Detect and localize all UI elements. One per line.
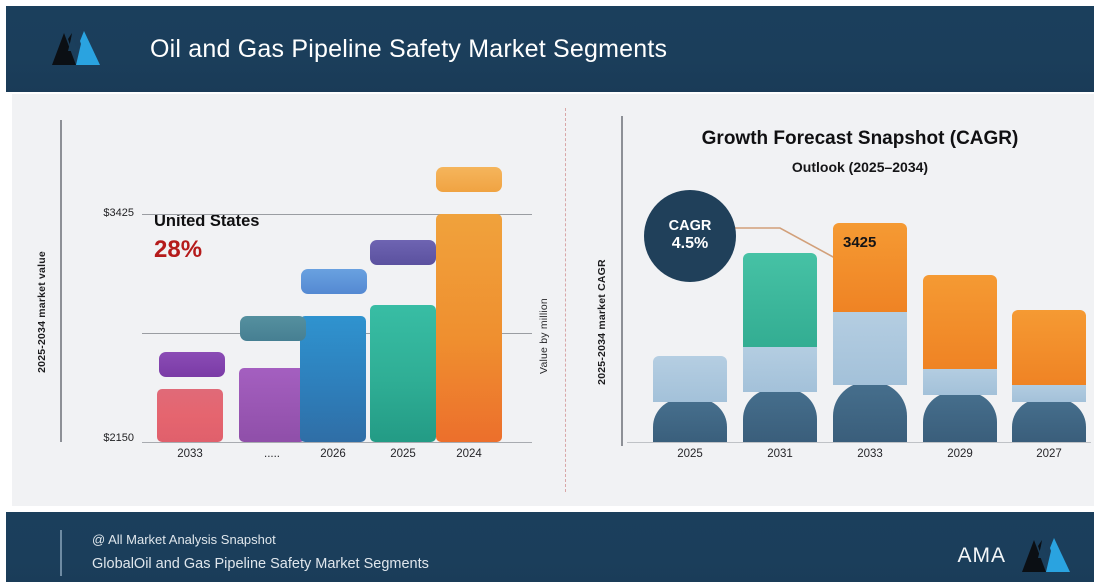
seg-2033-top	[833, 223, 907, 312]
seg-2031-mid	[743, 344, 817, 392]
x-tick-left-4: 2024	[456, 448, 482, 460]
page-title: Oil and Gas Pipeline Safety Market Segme…	[150, 34, 668, 63]
right-chart-title: Growth Forecast Snapshot (CAGR)	[701, 128, 1019, 149]
footer-title-line: GlobalOil and Gas Pipeline Safety Market…	[92, 556, 429, 572]
seg-2027-mid	[1012, 382, 1086, 402]
x-tick-right-3: 2029	[947, 448, 973, 460]
seg-2025-mid	[653, 356, 727, 402]
seg-2025-base	[653, 399, 727, 442]
charts-canvas: 2025-2034 market value Value by million …	[12, 94, 1094, 506]
right-y-axis-label: 2025-2034 market CAGR	[596, 259, 608, 385]
region-label: United States	[154, 212, 260, 230]
seg-2029-base	[923, 392, 997, 442]
ama-mountain-logo-icon	[52, 31, 100, 65]
x-tick-left-3: 2025	[390, 448, 416, 460]
cagr-badge-label: CAGR	[668, 218, 712, 235]
right-chart-panel: 2025-2034 market CAGR Growth Forecast Sn…	[565, 94, 1094, 506]
x-tick-left-0: 2033	[177, 448, 203, 460]
right-chart-subtitle: Outlook (2025–2034)	[791, 159, 929, 175]
gridline-upper	[142, 214, 532, 215]
x-tick-right-0: 2025	[677, 448, 703, 460]
left-baseline	[142, 442, 532, 444]
x-tick-right-1: 2031	[767, 448, 793, 460]
region-percent: 28%	[154, 236, 203, 263]
bar-dots	[239, 368, 305, 442]
left-y-axis-line	[60, 120, 62, 442]
callout-value-3425: 3425	[843, 234, 877, 251]
left-y-axis-label: 2025-2034 market value	[36, 251, 48, 373]
ama-mountain-logo-icon	[1022, 538, 1070, 572]
cagr-badge: CAGR 4.5%	[644, 190, 736, 282]
seg-2029-mid	[923, 366, 997, 395]
left-chart-panel: 2025-2034 market value Value by million …	[12, 94, 565, 506]
left-value-axis-label: Value by million	[538, 298, 550, 374]
y-tick-lower: $2150	[103, 432, 134, 444]
footer-divider	[60, 530, 62, 576]
cap-marker-2026	[301, 269, 367, 294]
seg-2031-top	[743, 253, 817, 347]
cap-marker-2033	[159, 352, 225, 377]
page-header: Oil and Gas Pipeline Safety Market Segme…	[6, 6, 1094, 92]
cap-marker-2025	[370, 240, 436, 265]
cagr-badge-value: 4.5%	[671, 235, 709, 253]
seg-2033-mid	[833, 309, 907, 385]
x-tick-right-2: 2033	[857, 448, 883, 460]
right-y-axis-line	[621, 116, 623, 446]
x-tick-left-1: .....	[264, 448, 280, 460]
cap-marker-2024	[436, 167, 502, 192]
x-tick-right-4: 2027	[1036, 448, 1062, 460]
y-tick-upper: $3425	[103, 207, 134, 219]
panel-divider	[565, 108, 566, 492]
bar-2026	[300, 316, 366, 442]
seg-2029-top	[923, 275, 997, 369]
page-footer: @ All Market Analysis Snapshot GlobalOil…	[6, 512, 1094, 582]
seg-2033-base	[833, 382, 907, 442]
footer-brand-text: AMA	[957, 544, 1006, 567]
bar-2033	[157, 389, 223, 442]
callout-connector-line	[725, 227, 836, 259]
seg-2031-base	[743, 389, 817, 442]
footer-source-line: @ All Market Analysis Snapshot	[92, 532, 276, 547]
cap-marker-dots	[240, 316, 306, 341]
footer-brand: AMA	[957, 536, 1074, 576]
seg-2027-base	[1012, 399, 1086, 442]
bar-2025	[370, 305, 436, 442]
bar-2024	[436, 214, 502, 442]
seg-2027-top	[1012, 310, 1086, 385]
right-baseline	[627, 442, 1091, 444]
x-tick-left-2: 2026	[320, 448, 346, 460]
